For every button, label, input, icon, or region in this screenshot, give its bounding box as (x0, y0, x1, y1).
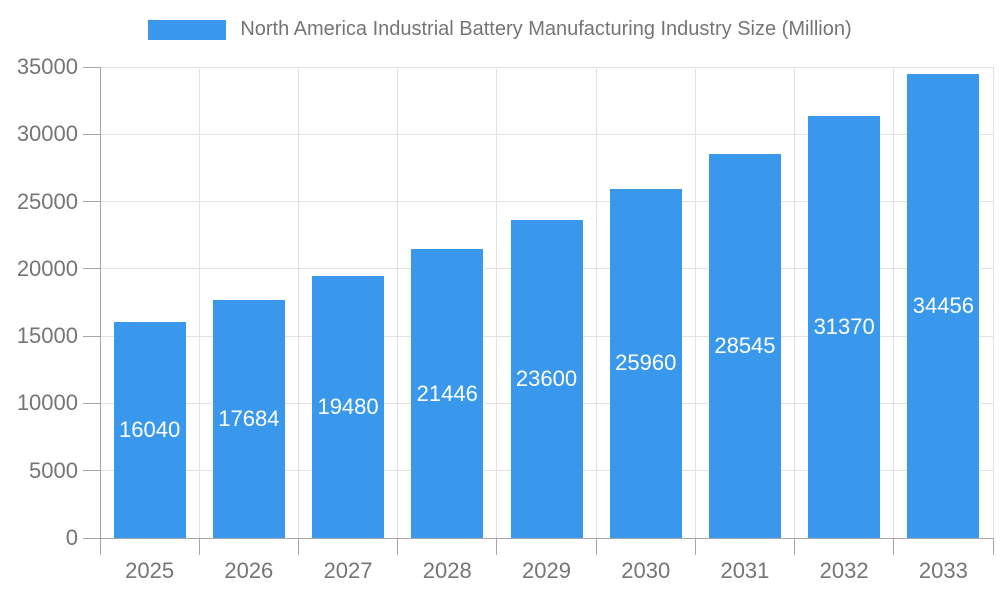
x-tick-label: 2028 (422, 558, 472, 583)
bar-value-label: 23600 (515, 366, 578, 392)
x-axis-line (83, 537, 993, 539)
x-tick-label: 2029 (522, 558, 571, 583)
gridline-vertical (595, 67, 597, 538)
x-tick-label: 2030 (621, 558, 671, 583)
x-tick-label: 2026 (224, 558, 274, 583)
gridline-vertical (397, 67, 399, 538)
y-axis-line (99, 67, 101, 555)
legend-label: North America Industrial Battery Manufac… (240, 18, 852, 40)
bar: 21446 (411, 249, 484, 538)
x-tick-label: 2033 (918, 558, 968, 583)
gridline-vertical (893, 67, 895, 538)
gridline-vertical (992, 67, 994, 538)
bar: 34456 (907, 74, 980, 538)
y-axis-tick (83, 268, 100, 270)
bar: 28545 (708, 153, 781, 538)
x-axis-tick (893, 538, 895, 555)
gridline-vertical (694, 67, 696, 538)
x-axis-tick (397, 538, 399, 555)
x-axis-tick (595, 538, 597, 555)
y-tick-label: 30000 (16, 121, 78, 147)
bar: 25960 (609, 188, 682, 538)
y-tick-label: 35000 (16, 54, 78, 79)
x-axis-tick (694, 538, 696, 555)
y-axis-tick (83, 201, 100, 203)
gridline-vertical (198, 67, 200, 538)
bar: 16040 (113, 322, 186, 538)
x-tick-label: 2032 (819, 558, 869, 583)
gridline-horizontal (100, 66, 993, 68)
bar-value-label: 28545 (714, 332, 776, 358)
bar: 23600 (510, 220, 583, 538)
y-axis-tick (83, 402, 100, 404)
y-axis-tick (83, 133, 100, 135)
x-axis-tick (496, 538, 498, 555)
gridline-horizontal (100, 201, 993, 203)
gridline-horizontal (100, 133, 993, 135)
bar: 19480 (312, 275, 385, 538)
bar: 31370 (808, 115, 881, 538)
y-tick-label: 10000 (16, 390, 78, 416)
bar-value-label: 25960 (615, 350, 677, 376)
gridline-vertical (794, 67, 796, 538)
y-tick-label: 15000 (16, 323, 78, 349)
bar-value-label: 31370 (813, 313, 875, 339)
y-tick-label: 5000 (29, 457, 78, 483)
x-tick-label: 2031 (720, 558, 770, 583)
bar-value-label: 19480 (317, 393, 379, 419)
y-axis-tick (83, 66, 100, 68)
y-axis-tick (83, 470, 100, 472)
x-axis-tick (297, 538, 299, 555)
x-tick-label: 2025 (125, 558, 175, 583)
x-axis-tick (198, 538, 200, 555)
plot-area: 16040 17684 19480 21446 23600 25960 28545 31370… (100, 66, 994, 538)
y-tick-label: 20000 (16, 255, 78, 281)
bar-value-label: 34456 (912, 293, 974, 319)
gridline-vertical (297, 67, 299, 538)
bar-value-label: 16040 (119, 417, 181, 443)
y-tick-label: 25000 (16, 188, 78, 214)
gridline-vertical (496, 67, 498, 538)
x-axis-tick (794, 538, 796, 555)
bar: 17684 (212, 300, 285, 538)
y-tick-label: 0 (65, 525, 78, 550)
bar-value-label: 17684 (218, 406, 280, 432)
x-axis-tick (992, 538, 994, 555)
x-tick-label: 2027 (323, 558, 373, 583)
legend-swatch (148, 19, 227, 40)
y-axis-tick (83, 335, 100, 337)
bar-value-label: 21446 (416, 380, 478, 406)
legend: North America Industrial Battery Manufac… (0, 18, 1000, 41)
